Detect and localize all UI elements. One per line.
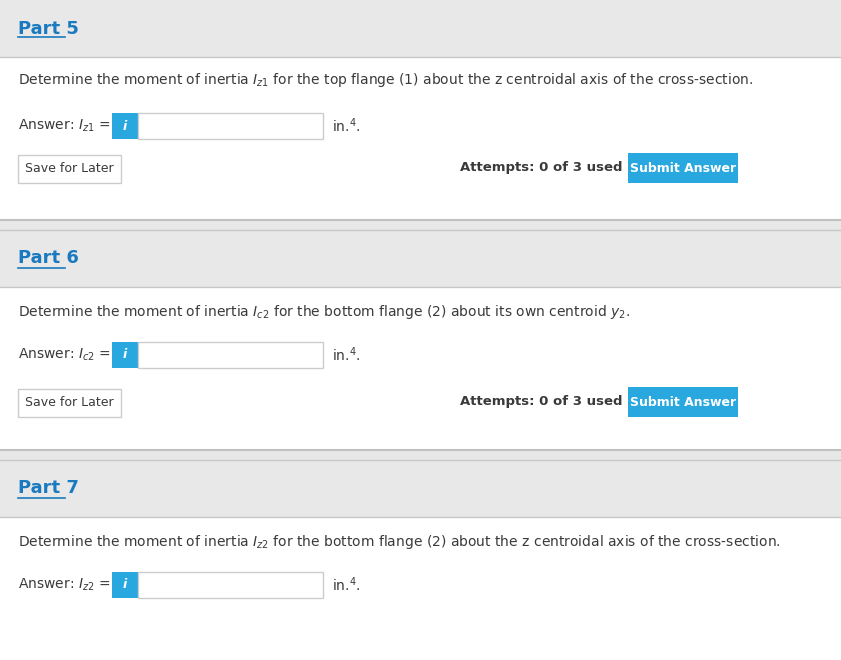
Text: in.$^4$.: in.$^4$. (332, 117, 361, 135)
Text: Submit Answer: Submit Answer (630, 395, 736, 409)
Bar (0, 57, 841, 220)
Text: Determine the moment of inertia $I_{c2}$ for the bottom flange (2) about its own: Determine the moment of inertia $I_{c2}$… (18, 303, 630, 321)
Text: i: i (123, 119, 127, 133)
Bar (18, 155, 121, 183)
Text: Part 5: Part 5 (18, 20, 79, 38)
Text: Answer: $I_{z2}$ =: Answer: $I_{z2}$ = (18, 577, 110, 593)
Text: Attempts: 0 of 3 used: Attempts: 0 of 3 used (461, 162, 623, 174)
Text: Part 7: Part 7 (18, 479, 79, 497)
Text: Save for Later: Save for Later (24, 162, 114, 174)
Bar (0, 0, 841, 57)
Bar (0, 460, 841, 517)
Text: in.$^4$.: in.$^4$. (332, 346, 361, 364)
Bar (0, 230, 841, 287)
Text: Answer: $I_{z1}$ =: Answer: $I_{z1}$ = (18, 117, 110, 134)
Bar (0, 450, 841, 460)
Bar (0, 220, 841, 230)
Bar (138, 342, 323, 368)
Text: Determine the moment of inertia $I_{z1}$ for the top flange (1) about the z cent: Determine the moment of inertia $I_{z1}$… (18, 71, 754, 89)
Text: i: i (123, 348, 127, 362)
Text: Part 6: Part 6 (18, 249, 79, 267)
Text: Submit Answer: Submit Answer (630, 162, 736, 174)
Bar (628, 153, 738, 183)
Bar (0, 517, 841, 660)
Bar (18, 389, 121, 417)
Bar (0, 287, 841, 450)
Bar (138, 113, 323, 139)
Text: in.$^4$.: in.$^4$. (332, 576, 361, 594)
Bar (112, 572, 138, 598)
Text: Determine the moment of inertia $I_{z2}$ for the bottom flange (2) about the z c: Determine the moment of inertia $I_{z2}$… (18, 533, 780, 551)
Text: Save for Later: Save for Later (24, 395, 114, 409)
Bar (112, 113, 138, 139)
Text: Answer: $I_{c2}$ =: Answer: $I_{c2}$ = (18, 346, 111, 363)
Text: Attempts: 0 of 3 used: Attempts: 0 of 3 used (461, 395, 623, 409)
Text: i: i (123, 579, 127, 591)
Bar (112, 342, 138, 368)
Bar (138, 572, 323, 598)
Bar (628, 387, 738, 417)
